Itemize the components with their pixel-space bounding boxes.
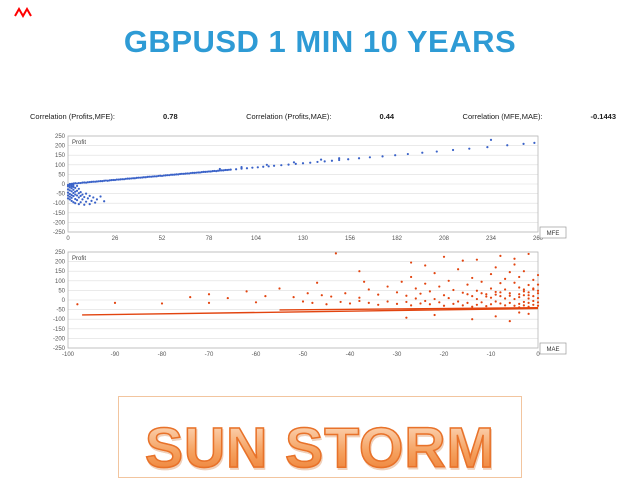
svg-text:250: 250: [55, 250, 66, 256]
svg-text:-100: -100: [53, 317, 66, 323]
svg-text:-200: -200: [53, 220, 66, 226]
page-title: GBPUSD 1 MIN 10 YEARS: [123, 24, 517, 59]
correlation-value: 0.78: [163, 112, 178, 121]
svg-text:-80: -80: [158, 352, 167, 358]
svg-text:-10: -10: [487, 352, 496, 358]
svg-text:100: 100: [55, 163, 66, 169]
correlation-stat-profits-mae: Correlation (Profits,MAE): 0.44: [246, 112, 394, 121]
svg-text:-150: -150: [53, 327, 66, 333]
sun-storm-wordart-box: SUN STORM: [118, 396, 522, 478]
svg-text:26: 26: [112, 236, 119, 242]
svg-text:150: 150: [55, 153, 66, 159]
correlation-label: Correlation (Profits,MFE):: [30, 112, 116, 121]
correlation-value: 0.44: [379, 112, 395, 121]
svg-text:-100: -100: [62, 352, 75, 358]
correlation-label: Correlation (MFE,MAE):: [462, 112, 543, 121]
svg-text:-250: -250: [53, 230, 66, 236]
svg-text:52: 52: [159, 236, 166, 242]
svg-text:250: 250: [55, 134, 66, 140]
svg-text:0: 0: [62, 298, 66, 304]
sun-storm-wordart: SUN STORM: [144, 416, 495, 480]
svg-text:-20: -20: [440, 352, 449, 358]
mfe-profit-scatter-chart: 250 200 150 100 50 0 -50 -100 -150 -200 -250 0 26 52 7…: [28, 130, 568, 251]
svg-text:-30: -30: [393, 352, 402, 358]
svg-text:130: 130: [298, 236, 309, 242]
svg-text:200: 200: [55, 144, 66, 150]
svg-text:MAE: MAE: [546, 347, 559, 353]
svg-text:104: 104: [251, 236, 262, 242]
svg-text:0: 0: [62, 182, 66, 188]
svg-text:Profit: Profit: [72, 256, 86, 262]
svg-text:234: 234: [486, 236, 497, 242]
correlation-stat-profits-mfe: Correlation (Profits,MFE): 0.78: [30, 112, 178, 121]
svg-text:78: 78: [206, 236, 213, 242]
correlation-stat-mfe-mae: Correlation (MFE,MAE): -0.1443: [463, 112, 616, 121]
svg-text:100: 100: [55, 279, 66, 285]
svg-text:-90: -90: [111, 352, 120, 358]
svg-text:-50: -50: [56, 308, 65, 314]
svg-text:-200: -200: [53, 336, 66, 342]
svg-text:200: 200: [55, 260, 66, 266]
svg-text:208: 208: [439, 236, 450, 242]
svg-text:50: 50: [58, 172, 65, 178]
svg-text:-50: -50: [299, 352, 308, 358]
svg-text:150: 150: [55, 269, 66, 275]
svg-text:50: 50: [58, 288, 65, 294]
svg-text:260: 260: [533, 236, 544, 242]
svg-text:-70: -70: [205, 352, 214, 358]
svg-text:182: 182: [392, 236, 403, 242]
svg-text:-60: -60: [252, 352, 261, 358]
svg-text:-150: -150: [53, 211, 66, 217]
svg-text:MFE: MFE: [547, 231, 560, 237]
correlation-stats-row: Correlation (Profits,MFE): 0.78 Correlat…: [30, 112, 616, 121]
mae-profit-scatter-chart: 250 200 150 100 50 0 -50 -100 -150 -200 -250 -100 -9…: [28, 246, 568, 367]
correlation-label: Correlation (Profits,MAE):: [246, 112, 332, 121]
svg-text:156: 156: [345, 236, 356, 242]
svg-text:-100: -100: [53, 201, 66, 207]
svg-text:Profit: Profit: [72, 140, 86, 146]
correlation-value: -0.1443: [590, 112, 616, 121]
svg-text:-40: -40: [346, 352, 355, 358]
svg-text:0: 0: [536, 352, 540, 358]
svg-text:0: 0: [66, 236, 70, 242]
svg-text:-50: -50: [56, 192, 65, 198]
red-scribble-icon: [14, 7, 32, 18]
svg-text:-250: -250: [53, 346, 66, 352]
